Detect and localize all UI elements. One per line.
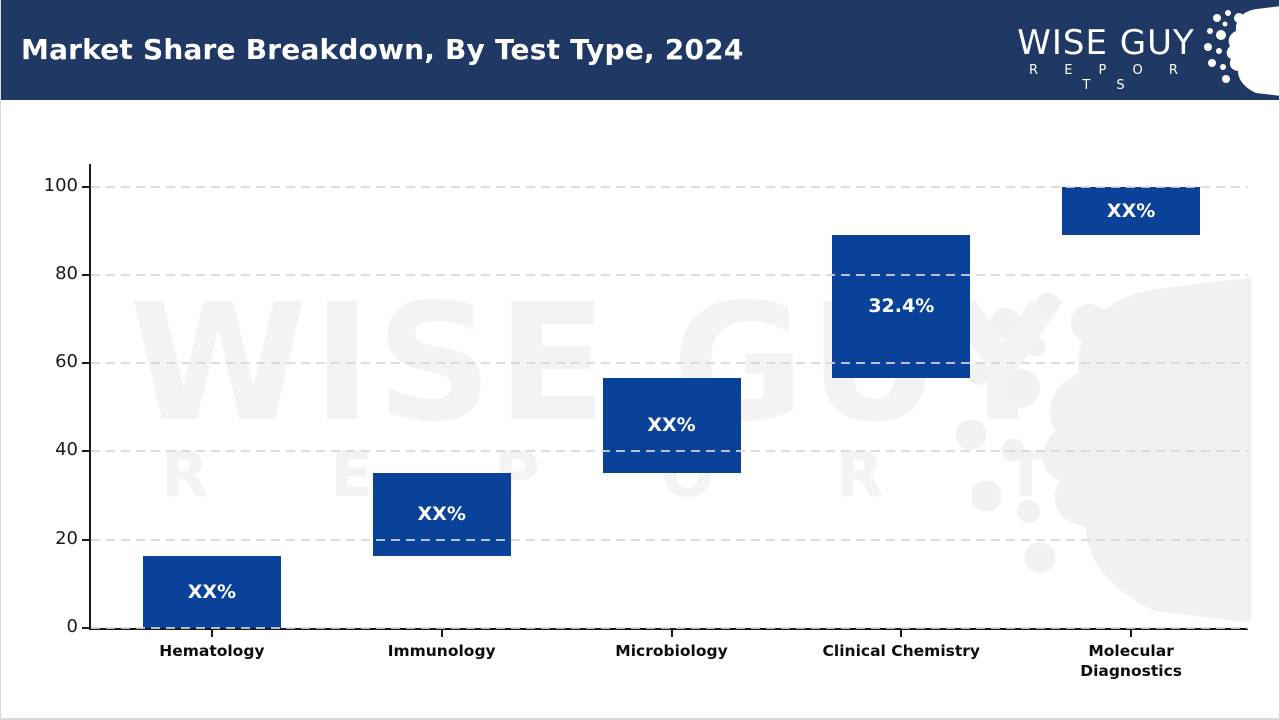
bar-molecular-diagnostics: XX% — [1062, 186, 1201, 235]
y-tick-mark — [82, 273, 89, 276]
y-tick-mark — [82, 627, 89, 629]
bar-immunology: XX% — [372, 472, 511, 557]
y-tick-mark — [82, 362, 89, 365]
x-tick-mark — [1130, 630, 1133, 637]
bar-hematology: XX% — [142, 556, 281, 628]
bar-value-label: XX% — [187, 581, 237, 603]
brand-head-icon — [1204, 6, 1279, 96]
bar-microbiology: XX% — [602, 377, 741, 473]
bar-clinical-chemistry: 32.4% — [832, 234, 971, 378]
x-tick-mark — [210, 630, 213, 637]
brand-logo: WISE GUY R E P O R T S — [1011, 0, 1279, 100]
category-label-immunology: Immunology — [387, 642, 496, 660]
bar-value-label: XX% — [1106, 199, 1156, 222]
brand-name: WISE GUY — [1017, 23, 1195, 63]
gridline — [91, 185, 1248, 188]
x-tick-mark — [900, 630, 903, 637]
chart-area: WISE GUY R E P O R T S 0 20 40 60 80 100 XX% He… — [1, 100, 1279, 715]
y-tick-label: 20 — [55, 527, 78, 549]
y-tick-mark — [82, 450, 89, 453]
category-label-clinical-chemistry: Clinical Chemistry — [822, 642, 981, 660]
y-tick-label: 40 — [55, 439, 78, 461]
x-tick-mark — [670, 630, 673, 637]
bar-value-label: XX% — [647, 414, 696, 437]
x-tick-mark — [440, 630, 443, 637]
x-axis-spine — [89, 628, 1248, 630]
category-label-molecular-diagnostics: Molecular Diagnostics — [1080, 642, 1182, 680]
category-label-hematology: Hematology — [159, 642, 265, 660]
gridline — [91, 627, 1248, 629]
gridline — [91, 273, 1248, 276]
header: Market Share Breakdown, By Test Type, 20… — [1, 0, 1279, 100]
y-tick-label: 0 — [66, 616, 78, 637]
y-tick-label: 60 — [55, 351, 78, 373]
gridline — [91, 450, 1248, 453]
y-tick-mark — [82, 185, 89, 188]
brand-subname: R E P O R T S — [1029, 63, 1189, 93]
y-tick-mark — [82, 538, 89, 541]
category-label-microbiology: Microbiology — [615, 642, 728, 660]
y-tick-label: 100 — [43, 174, 78, 196]
gridline — [91, 538, 1248, 541]
bar-value-label: XX% — [417, 503, 466, 526]
bar-value-label: 32.4% — [868, 295, 935, 318]
brand-logo-text: WISE GUY R E P O R T S — [1011, 26, 1201, 93]
y-tick-label: 80 — [55, 262, 78, 284]
page-title: Market Share Breakdown, By Test Type, 20… — [21, 33, 744, 66]
gridline — [91, 362, 1248, 365]
y-axis-spine — [89, 164, 91, 630]
